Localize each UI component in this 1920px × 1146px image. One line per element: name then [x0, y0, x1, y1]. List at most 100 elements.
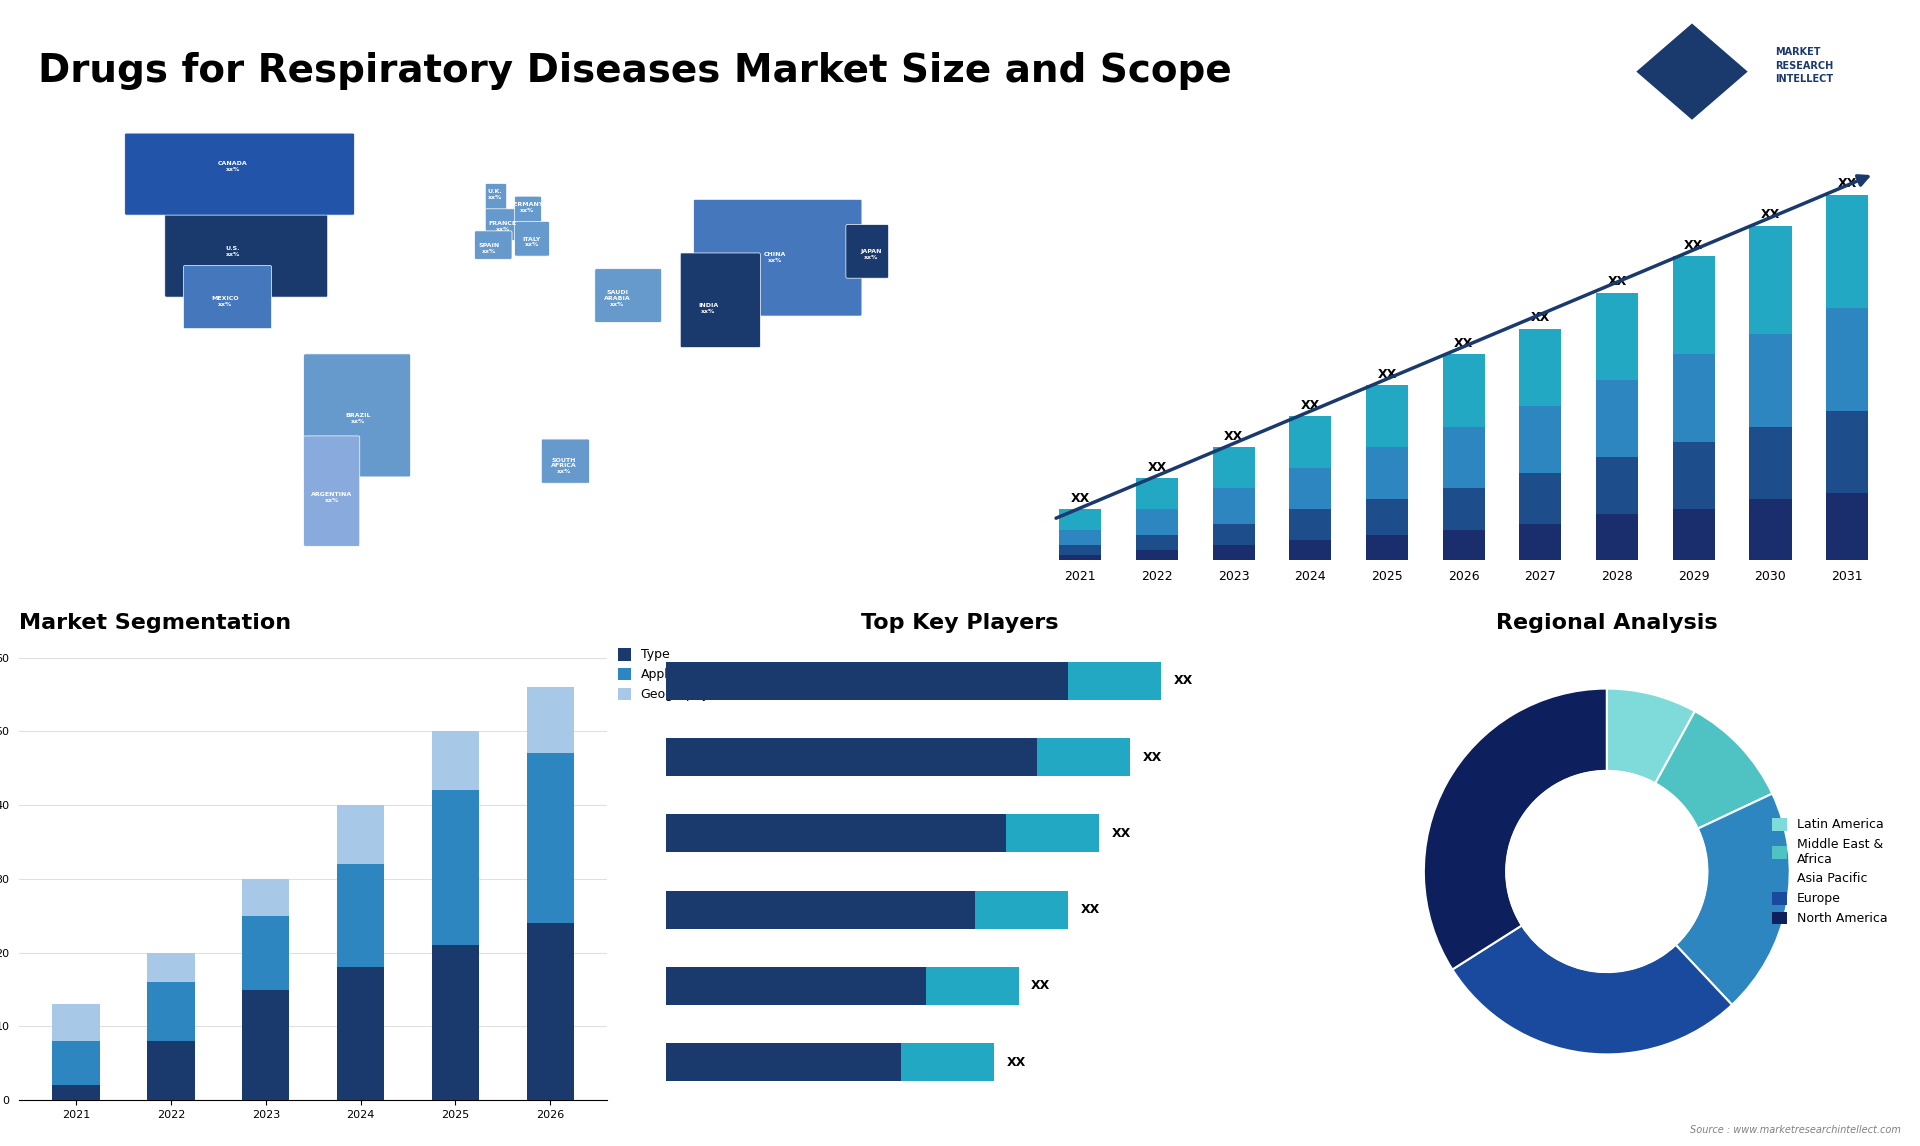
FancyBboxPatch shape — [474, 230, 513, 259]
FancyBboxPatch shape — [303, 354, 411, 477]
Bar — [1596, 292, 1638, 380]
Wedge shape — [1425, 689, 1607, 970]
Text: XX: XX — [1684, 240, 1703, 252]
Bar — [1826, 411, 1868, 494]
Bar — [666, 738, 1037, 776]
Text: XX: XX — [1377, 368, 1396, 382]
Bar — [1672, 257, 1715, 354]
Bar — [1137, 509, 1179, 535]
Bar — [1213, 447, 1256, 488]
Text: XX: XX — [1112, 827, 1131, 840]
Bar — [336, 806, 384, 864]
Bar — [1442, 488, 1484, 529]
Bar — [1672, 354, 1715, 442]
Bar — [666, 967, 925, 1005]
Bar — [1365, 447, 1407, 499]
Text: XX: XX — [1031, 980, 1050, 992]
FancyBboxPatch shape — [595, 268, 662, 322]
Bar — [1213, 525, 1256, 545]
FancyBboxPatch shape — [680, 253, 760, 347]
Bar — [1006, 815, 1100, 853]
Bar — [526, 753, 574, 924]
FancyBboxPatch shape — [515, 196, 541, 225]
Bar — [1749, 499, 1791, 560]
Bar — [1060, 556, 1102, 560]
Title: Regional Analysis: Regional Analysis — [1496, 613, 1718, 633]
Bar — [1826, 494, 1868, 560]
Bar — [52, 1042, 100, 1085]
Bar — [1137, 535, 1179, 550]
Bar — [1442, 426, 1484, 488]
Wedge shape — [1655, 712, 1772, 829]
Bar — [148, 982, 194, 1042]
Text: XX: XX — [1142, 751, 1162, 763]
Bar — [1060, 545, 1102, 556]
Bar — [1365, 499, 1407, 535]
Bar — [666, 815, 1006, 853]
Polygon shape — [1636, 23, 1747, 120]
FancyBboxPatch shape — [165, 212, 328, 297]
Legend: Latin America, Middle East &
Africa, Asia Pacific, Europe, North America: Latin America, Middle East & Africa, Asi… — [1766, 813, 1893, 931]
Text: XX: XX — [1173, 675, 1192, 688]
Text: XX: XX — [1453, 337, 1473, 351]
Bar — [242, 916, 290, 989]
FancyBboxPatch shape — [184, 266, 271, 329]
Bar — [432, 791, 480, 945]
Bar — [1365, 385, 1407, 447]
Bar — [1519, 473, 1561, 525]
FancyBboxPatch shape — [486, 183, 507, 215]
Text: INDIA
xx%: INDIA xx% — [699, 303, 718, 314]
Text: ARGENTINA
xx%: ARGENTINA xx% — [311, 492, 353, 503]
Text: XX: XX — [1148, 461, 1167, 474]
Text: SAUDI
ARABIA
xx%: SAUDI ARABIA xx% — [605, 290, 632, 307]
Bar — [1519, 406, 1561, 473]
Text: Market Segmentation: Market Segmentation — [19, 613, 292, 633]
Text: XX: XX — [1761, 209, 1780, 221]
Bar — [1290, 509, 1331, 540]
Bar — [666, 1043, 900, 1081]
Text: SPAIN
xx%: SPAIN xx% — [478, 243, 499, 253]
Bar — [1826, 308, 1868, 411]
Bar — [1060, 529, 1102, 545]
Text: XX: XX — [1607, 275, 1626, 289]
Text: CANADA
xx%: CANADA xx% — [219, 160, 248, 172]
Bar — [1290, 416, 1331, 468]
Bar — [336, 864, 384, 967]
Bar — [1672, 509, 1715, 560]
Bar — [242, 989, 290, 1100]
Text: XX: XX — [1837, 178, 1857, 190]
Bar — [1442, 354, 1484, 426]
Bar — [526, 924, 574, 1100]
Bar — [1213, 488, 1256, 525]
FancyBboxPatch shape — [486, 209, 522, 241]
Text: XX: XX — [1530, 312, 1549, 324]
FancyBboxPatch shape — [303, 435, 359, 547]
Bar — [52, 1004, 100, 1042]
Bar — [1290, 468, 1331, 509]
Text: XX: XX — [1081, 903, 1100, 916]
Circle shape — [1505, 771, 1707, 972]
Bar — [975, 890, 1068, 928]
Bar — [1749, 333, 1791, 426]
Wedge shape — [1676, 793, 1789, 1005]
Text: Source : www.marketresearchintellect.com: Source : www.marketresearchintellect.com — [1690, 1124, 1901, 1135]
Text: FRANCE
xx%: FRANCE xx% — [488, 221, 516, 231]
Bar — [1060, 509, 1102, 529]
Bar — [1826, 195, 1868, 308]
Title: Top Key Players: Top Key Players — [862, 613, 1058, 633]
Bar — [1672, 442, 1715, 509]
Wedge shape — [1452, 926, 1732, 1054]
Bar — [1365, 535, 1407, 560]
Bar — [52, 1085, 100, 1100]
Text: XX: XX — [1071, 492, 1091, 505]
Bar — [1137, 478, 1179, 509]
FancyBboxPatch shape — [693, 199, 862, 316]
Text: BRAZIL
xx%: BRAZIL xx% — [346, 414, 371, 424]
Bar — [1596, 380, 1638, 457]
Text: ITALY
xx%: ITALY xx% — [522, 236, 541, 248]
Text: GERMANY
xx%: GERMANY xx% — [509, 202, 545, 213]
Text: SOUTH
AFRICA
xx%: SOUTH AFRICA xx% — [551, 457, 576, 474]
Text: JAPAN
xx%: JAPAN xx% — [860, 249, 881, 260]
Text: MEXICO
xx%: MEXICO xx% — [211, 297, 238, 307]
Bar — [242, 879, 290, 916]
